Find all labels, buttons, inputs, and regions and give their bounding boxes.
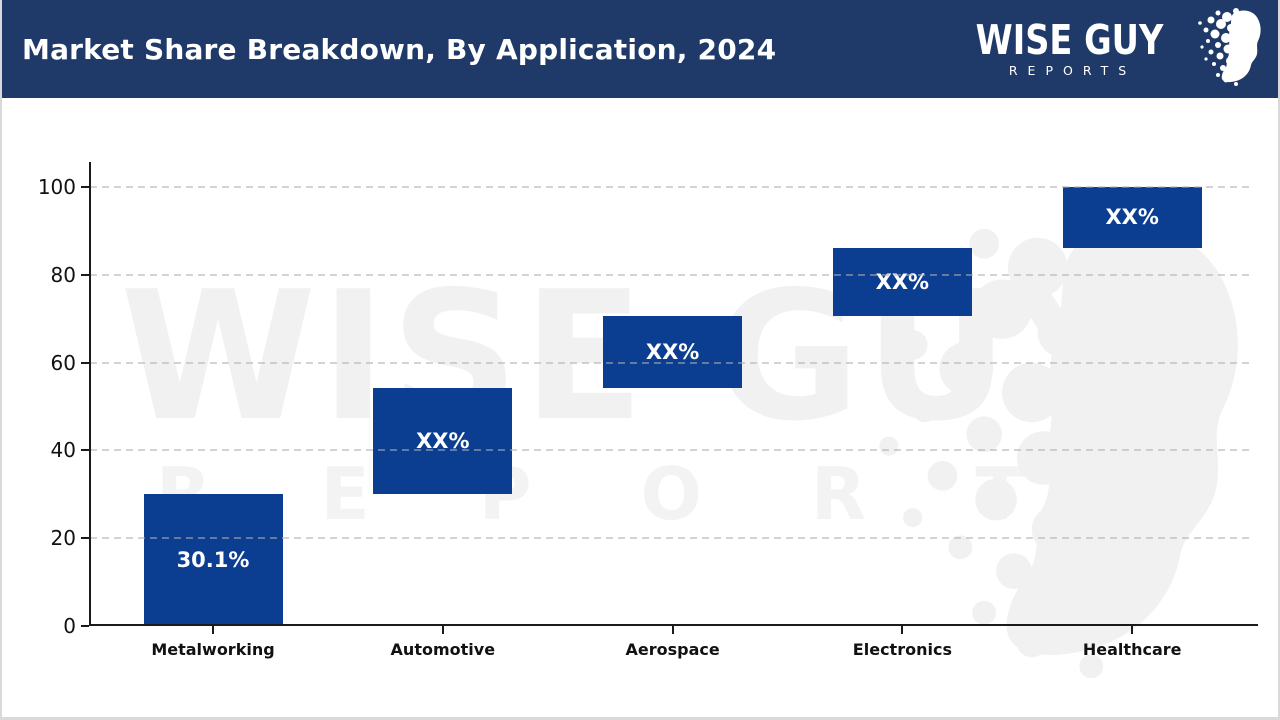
- bar-value-label: XX%: [1105, 205, 1159, 230]
- x-tick-mark-automotive: [441, 626, 444, 634]
- bar-healthcare: XX%: [1062, 187, 1202, 248]
- bar-aerospace: XX%: [603, 315, 743, 388]
- bar-electronics: XX%: [832, 247, 972, 316]
- x-axis-label-healthcare: Healthcare: [1082, 640, 1182, 659]
- gridline-80: [90, 273, 1254, 276]
- x-tick-mark-aerospace: [671, 626, 674, 634]
- watermark-face-icon: [866, 213, 1238, 679]
- y-tick-mark-40: [81, 449, 89, 452]
- report-header: Market Share Breakdown, By Application, …: [2, 0, 1278, 98]
- logo-subtext: REPORTS: [1008, 63, 1137, 78]
- chart-area: WISE GUY R E P O R T S 30.1% XX% XX% XX%: [2, 98, 1278, 717]
- gridline-40: [90, 449, 1254, 452]
- report-title: Market Share Breakdown, By Application, …: [22, 32, 777, 66]
- logo-face-icon: [1198, 8, 1261, 86]
- y-tick-mark-20: [81, 537, 89, 540]
- bar-automotive: XX%: [373, 387, 513, 494]
- wiseguy-logo: WISE GUY REPORTS: [955, 7, 1264, 91]
- bar-metalworking: 30.1%: [143, 493, 283, 626]
- bar-value-label: XX%: [416, 428, 470, 453]
- watermark-subtext: R E P O R T S: [156, 452, 1228, 536]
- x-axis-label-electronics: Electronics: [852, 640, 952, 659]
- watermark-text: WISE GUY R E P O R T S: [120, 268, 1228, 536]
- y-tick-label-0: 0: [63, 614, 76, 638]
- y-tick-label-100: 100: [37, 175, 76, 199]
- gridline-100: [90, 186, 1254, 188]
- y-tick-label-20: 20: [50, 526, 76, 551]
- logo-wordmark: WISE GUY: [975, 16, 1164, 64]
- y-tick-mark-100: [81, 186, 89, 188]
- gridline-20: [90, 537, 1254, 540]
- bar-value-label: XX%: [875, 269, 930, 294]
- y-tick-label-80: 80: [50, 262, 76, 287]
- x-axis-label-automotive: Automotive: [390, 640, 496, 659]
- x-tick-mark-metalworking: [212, 626, 214, 634]
- y-tick-mark-80: [81, 273, 89, 276]
- y-tick-mark-0: [81, 625, 89, 627]
- x-axis-line: [89, 624, 1258, 626]
- y-axis-line: [89, 162, 91, 626]
- bar-value-label: 30.1%: [176, 547, 250, 572]
- bar-value-label: XX%: [645, 339, 700, 364]
- x-tick-mark-healthcare: [1131, 626, 1134, 634]
- y-tick-mark-60: [81, 361, 89, 364]
- gridline-60: [90, 361, 1254, 364]
- x-axis-label-metalworking: Metalworking: [151, 640, 275, 659]
- x-tick-mark-electronics: [901, 626, 904, 634]
- y-tick-label-40: 40: [50, 438, 76, 463]
- y-tick-label-60: 60: [50, 350, 76, 375]
- x-axis-label-aerospace: Aerospace: [625, 640, 720, 659]
